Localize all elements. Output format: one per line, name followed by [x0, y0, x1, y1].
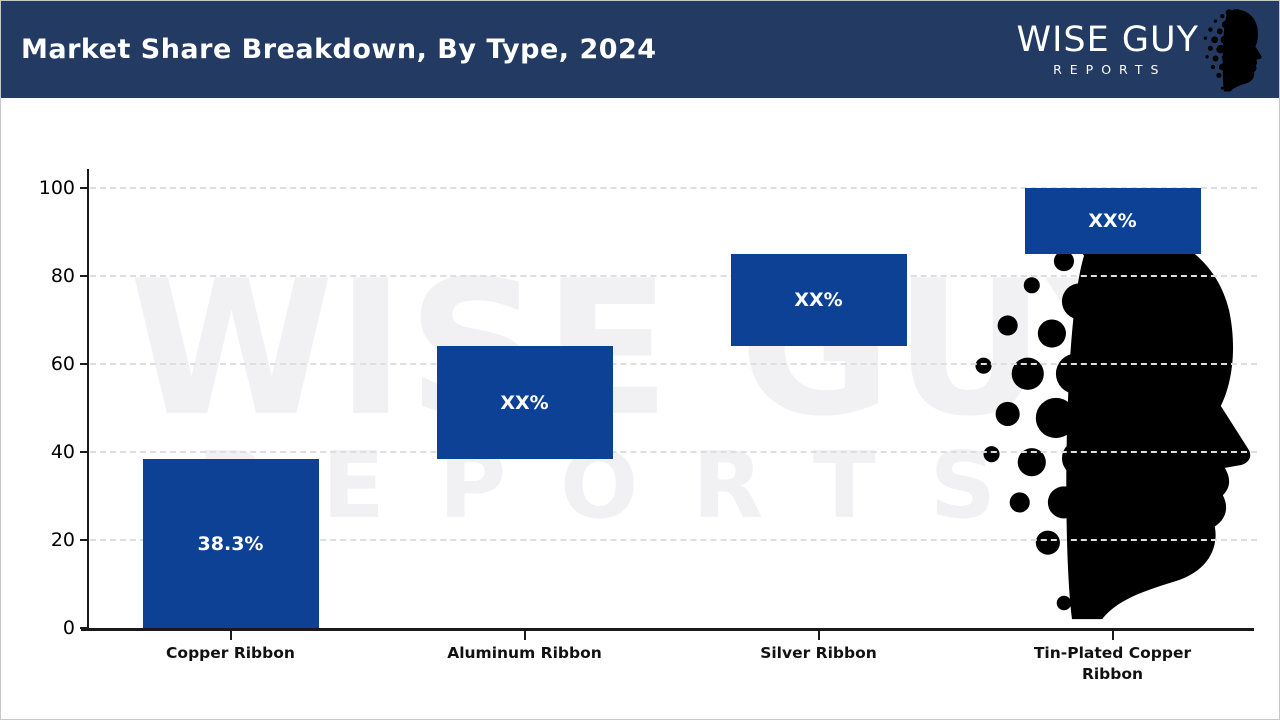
y-tick-60 [80, 363, 89, 365]
x-tick-label-tin-plated-copper-ribbon: Tin-Plated Copper Ribbon [1033, 644, 1192, 683]
bar-value-label-copper-ribbon: 38.3% [197, 532, 264, 555]
logo-wordmark: WISE GUY [1016, 19, 1199, 60]
bar-aluminum-ribbon [436, 346, 613, 460]
gridline-20 [90, 539, 1257, 541]
y-tick-40 [80, 451, 89, 453]
bar-tin-plated-copper-ribbon [1024, 188, 1201, 254]
x-tick-copper-ribbon [229, 631, 232, 640]
gridline-80 [90, 275, 1257, 277]
logo-head-icon [1203, 8, 1262, 92]
gridline-60 [90, 363, 1257, 365]
x-tick-label-silver-ribbon: Silver Ribbon [760, 644, 877, 662]
y-tick-label-80: 80 [50, 265, 75, 287]
x-tick-silver-ribbon [817, 631, 820, 640]
gridline-100 [90, 187, 1257, 189]
bar-value-label-tin-plated-copper-ribbon: XX% [1088, 210, 1137, 232]
y-tick-label-40: 40 [50, 441, 75, 463]
y-tick-100 [80, 187, 89, 189]
bar-silver-ribbon [730, 254, 907, 347]
x-tick-aluminum-ribbon [523, 631, 526, 640]
watermark-head-icon [975, 228, 1251, 620]
gridline-40 [90, 451, 1257, 453]
x-tick-label-aluminum-ribbon: Aluminum Ribbon [447, 644, 602, 662]
chart-title: Market Share Breakdown, By Type, 2024 [21, 34, 657, 65]
logo-subtext: REPORTS [1053, 61, 1167, 77]
header-bar: Market Share Breakdown, By Type, 2024 WI… [1, 1, 1279, 98]
y-tick-label-0: 0 [62, 617, 75, 639]
y-tick-label-100: 100 [38, 177, 75, 199]
y-tick-20 [80, 539, 89, 541]
bar-value-label-silver-ribbon: XX% [794, 289, 843, 312]
bar-value-label-aluminum-ribbon: XX% [500, 391, 549, 414]
y-tick-label-60: 60 [50, 353, 75, 375]
y-tick-80 [80, 275, 89, 277]
x-tick-label-copper-ribbon: Copper Ribbon [166, 644, 295, 662]
y-axis [87, 169, 89, 630]
x-tick-tin-plated-copper-ribbon [1111, 631, 1114, 640]
y-tick-label-20: 20 [50, 529, 75, 551]
x-axis [81, 628, 1254, 631]
wiseguy-logo: WISE GUY REPORTS [1016, 7, 1263, 93]
logo-text: WISE GUY REPORTS [1016, 19, 1199, 77]
chart-area: WISE GUY REPORTS 0 20 40 60 80 100 38.3% Copper… [1, 98, 1279, 719]
bar-copper-ribbon [142, 459, 319, 628]
